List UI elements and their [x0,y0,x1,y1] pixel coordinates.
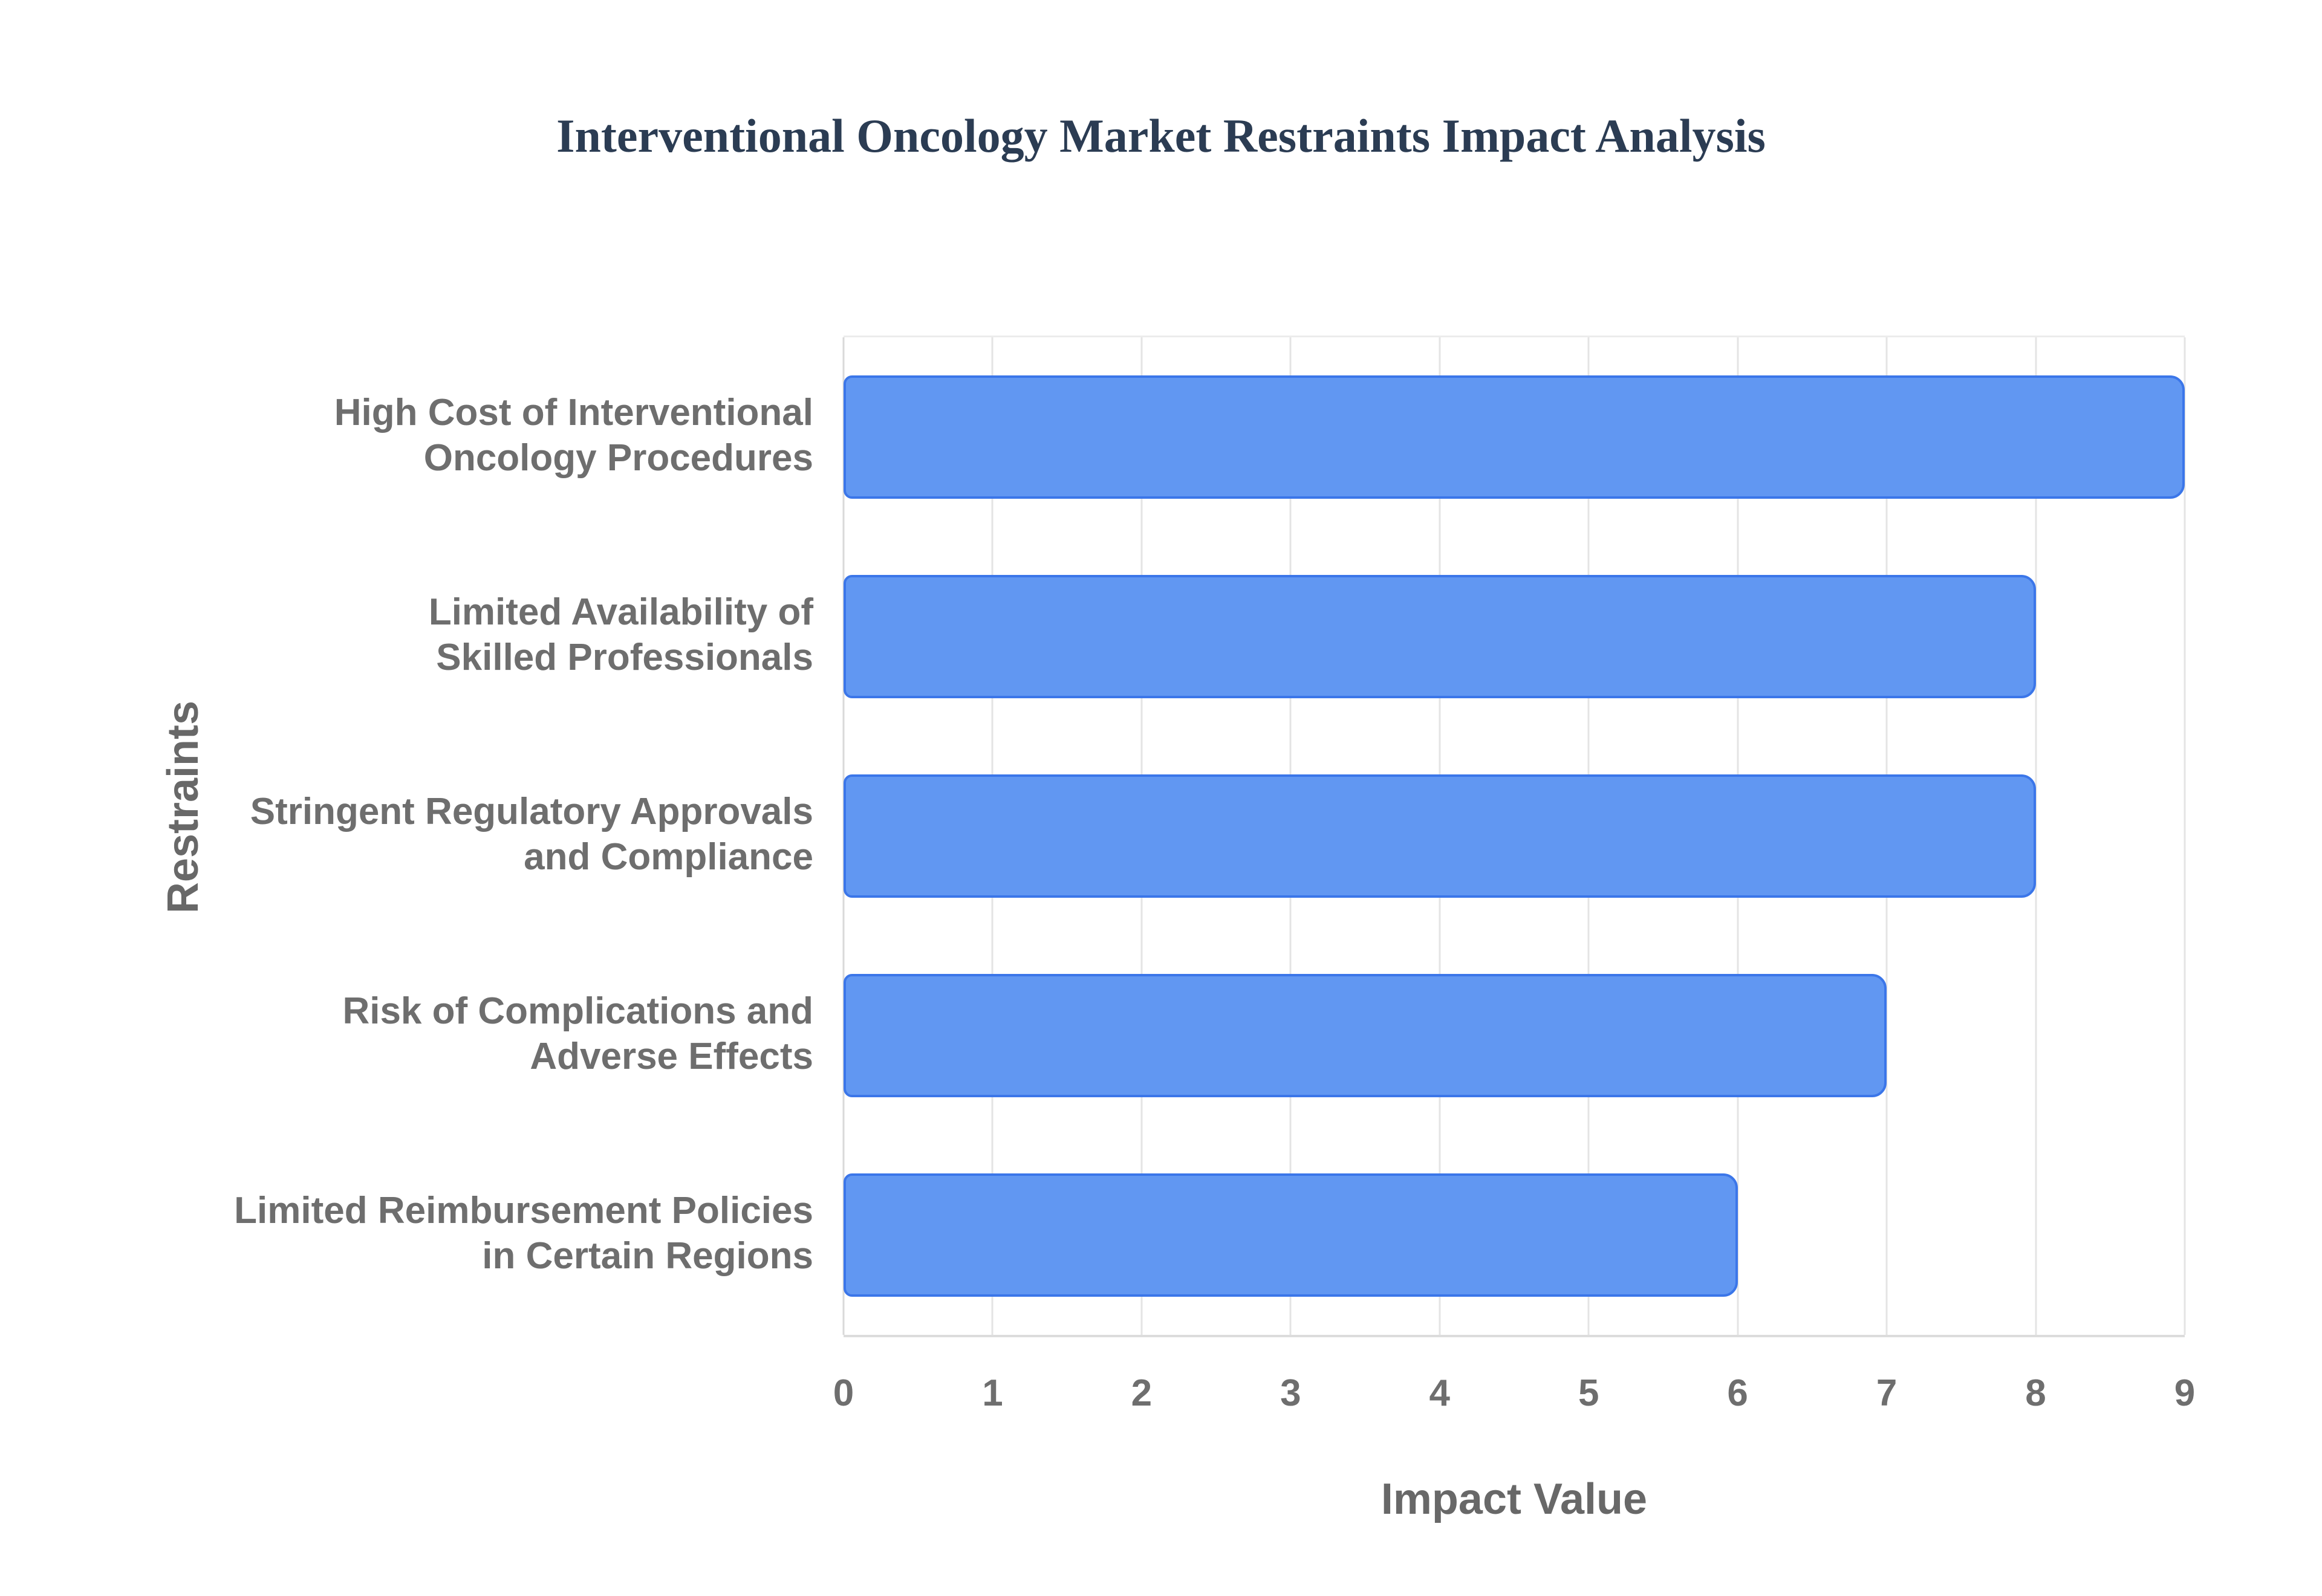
x-tick-label: 9 [2174,1372,2196,1414]
bar-4 [844,974,1887,1097]
x-tick-label: 8 [2025,1372,2046,1414]
x-axis-title: Impact Value [1381,1475,1648,1523]
bar-row [844,337,2185,537]
gridline [2184,337,2186,1335]
bar-row [844,1135,2185,1335]
bar-row [844,736,2185,936]
x-tick-label: 0 [833,1372,854,1414]
bar-5 [844,1173,1738,1297]
y-category-label: Stringent Regulatory Approvals and Compl… [250,791,813,878]
y-label-row: Stringent Regulatory Approvals and Compl… [0,735,813,934]
y-label-row: Limited Availability of Skilled Professi… [0,535,813,735]
bar-3 [844,774,2036,898]
plot-area [842,336,2186,1337]
bar-2 [844,575,2036,698]
bar-1 [844,375,2185,499]
y-category-label: Limited Availability of Skilled Professi… [428,591,813,678]
x-tick-label: 7 [1876,1372,1898,1414]
x-axis-ticks: 0 1 2 3 4 5 6 7 8 9 [833,1372,2195,1421]
x-tick-label: 4 [1429,1372,1451,1414]
y-axis-labels: High Cost of Interventional Oncology Pro… [0,336,813,1333]
x-tick-label: 1 [982,1372,1003,1414]
y-category-label: Risk of Complications and Adverse Effect… [342,990,813,1077]
gridline [2035,337,2037,1335]
y-category-label: Limited Reimbursement Policies in Certai… [234,1190,813,1277]
x-tick-label: 2 [1131,1372,1153,1414]
y-label-row: Risk of Complications and Adverse Effect… [0,934,813,1134]
chart-title: Interventional Oncology Market Restraint… [556,109,1766,162]
x-tick-label: 3 [1280,1372,1301,1414]
y-label-row: Limited Reimbursement Policies in Certai… [0,1134,813,1333]
bar-row [844,537,2185,736]
y-category-label: High Cost of Interventional Oncology Pro… [334,392,813,479]
x-tick-label: 5 [1578,1372,1599,1414]
x-tick-label: 6 [1727,1372,1748,1414]
bar-row [844,936,2185,1135]
y-label-row: High Cost of Interventional Oncology Pro… [0,336,813,535]
